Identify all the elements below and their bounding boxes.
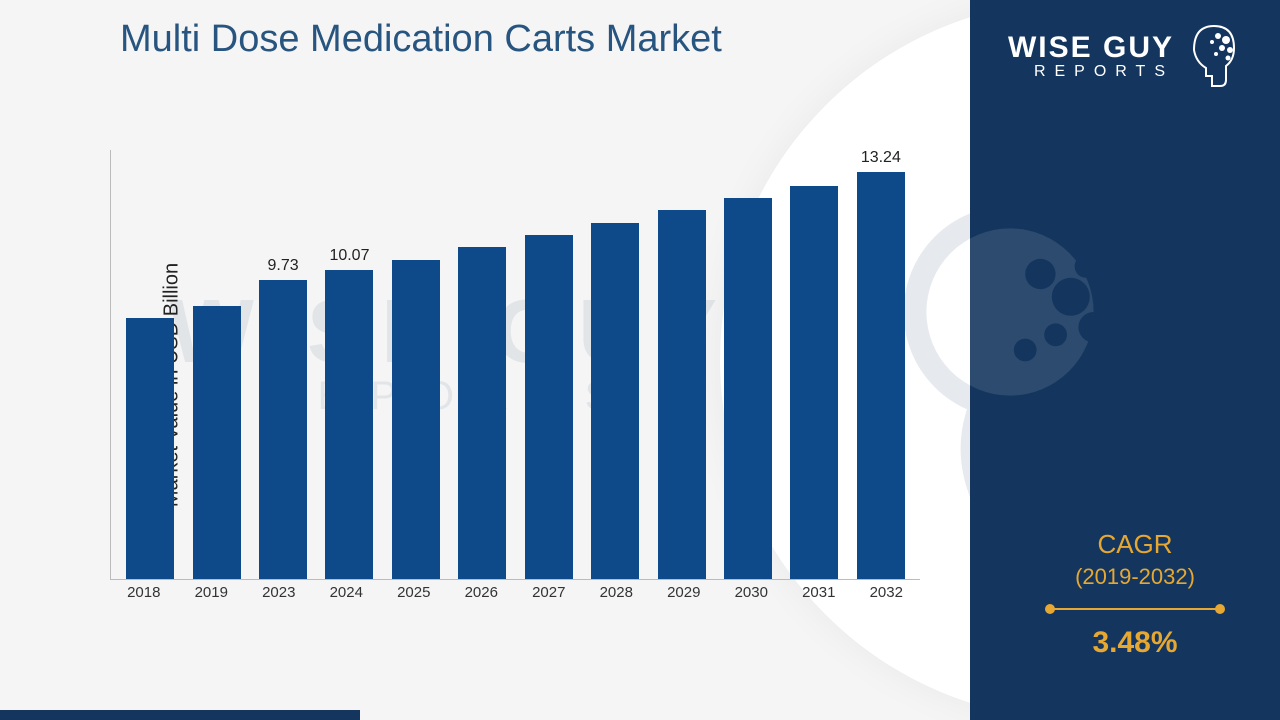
- x-tick-label: 2029: [650, 584, 718, 601]
- bar: [857, 172, 905, 579]
- bar: [790, 186, 838, 579]
- bar-container: 9.73 10.07 13.24: [111, 150, 920, 579]
- x-tick-label: 2024: [313, 584, 381, 601]
- logo-head-icon: [1184, 20, 1240, 92]
- bar: [193, 306, 241, 579]
- bar: [724, 198, 772, 579]
- x-tick-label: 2023: [245, 584, 313, 601]
- bar-slot: [781, 150, 847, 579]
- bar-slot: [183, 150, 249, 579]
- bar-slot: [383, 150, 449, 579]
- cagr-value: 3.48%: [1030, 626, 1240, 660]
- bar: [392, 260, 440, 579]
- x-tick-label: 2027: [515, 584, 583, 601]
- bar-value-label: 9.73: [267, 257, 298, 275]
- logo-top: WISE GUY: [1008, 31, 1174, 65]
- x-tick-label: 2031: [785, 584, 853, 601]
- bar: [525, 235, 573, 579]
- bar-slot: [648, 150, 714, 579]
- brand-logo: WISE GUY REPORTS: [1008, 20, 1240, 92]
- x-axis-labels: 2018201920232024202520262027202820292030…: [110, 584, 920, 601]
- bottom-accent-bar: [0, 710, 360, 720]
- cagr-title: CAGR: [1030, 529, 1240, 560]
- x-tick-label: 2018: [110, 584, 178, 601]
- bar-slot: [516, 150, 582, 579]
- x-tick-label: 2028: [583, 584, 651, 601]
- chart-title: Multi Dose Medication Carts Market: [120, 18, 722, 61]
- bar: [325, 270, 373, 579]
- bar-value-label: 13.24: [861, 149, 901, 167]
- chart-area: Market Value in USD Billion 9.7310.0713.…: [60, 150, 920, 620]
- bar: [591, 223, 639, 579]
- bar: [126, 318, 174, 579]
- bar: [458, 247, 506, 579]
- chart-plot: 9.73 10.07 13.24: [110, 150, 920, 580]
- x-tick-label: 2025: [380, 584, 448, 601]
- bar-slot: [715, 150, 781, 579]
- bar-slot: [117, 150, 183, 579]
- bar-slot: 9.73: [250, 150, 316, 579]
- x-tick-label: 2030: [718, 584, 786, 601]
- bar-slot: 13.24: [848, 150, 914, 579]
- bar: [658, 210, 706, 579]
- logo-bottom: REPORTS: [1034, 63, 1174, 81]
- bar-slot: [449, 150, 515, 579]
- bar-value-label: 10.07: [329, 247, 369, 265]
- x-tick-label: 2026: [448, 584, 516, 601]
- bar-slot: [582, 150, 648, 579]
- cagr-block: CAGR (2019-2032) 3.48%: [1030, 529, 1240, 660]
- bar: [259, 280, 307, 579]
- cagr-range: (2019-2032): [1030, 564, 1240, 590]
- x-tick-label: 2019: [178, 584, 246, 601]
- x-tick-label: 2032: [853, 584, 921, 601]
- cagr-divider: [1050, 608, 1220, 610]
- bar-slot: 10.07: [316, 150, 382, 579]
